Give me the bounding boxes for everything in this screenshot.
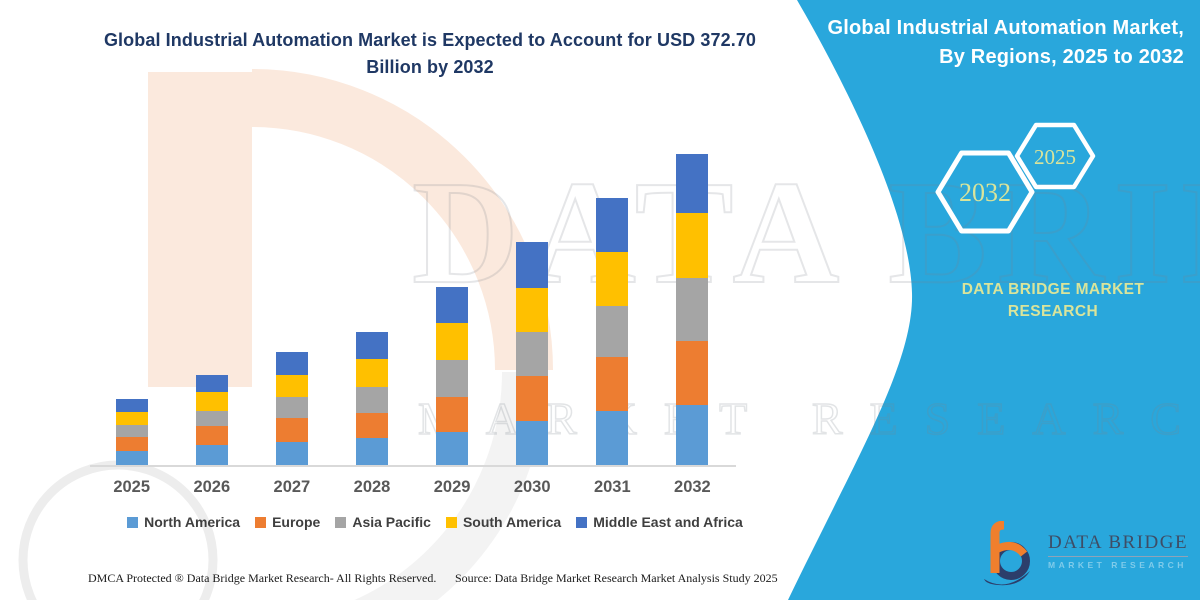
bar-2031-segment-asia-pacific bbox=[596, 305, 629, 357]
bar-2032-segment-north-america bbox=[676, 405, 709, 465]
side-panel-brand-text: DATA BRIDGE MARKET RESEARCH bbox=[961, 281, 1145, 320]
x-axis-label-2028: 2028 bbox=[353, 478, 391, 496]
data-bridge-b-icon bbox=[984, 521, 1030, 586]
bar-2029-segment-asia-pacific bbox=[436, 359, 469, 397]
bar-2026-segment-north-america bbox=[195, 444, 228, 465]
bar-2032-segment-europe bbox=[676, 341, 709, 405]
hexagon-2032-label: 2032 bbox=[959, 178, 1011, 207]
bar-2032-segment-south-america bbox=[676, 213, 709, 279]
bar-2029-segment-south-america bbox=[436, 323, 469, 360]
legend-item-middle-east-and-africa: Middle East and Africa bbox=[576, 514, 743, 530]
bar-2031-segment-middle-east-and-africa bbox=[596, 198, 629, 252]
x-axis-label-2025: 2025 bbox=[113, 478, 151, 496]
legend-label-south-america: South America bbox=[462, 514, 562, 530]
hexagon-2032: 2032 bbox=[935, 150, 1035, 234]
hexagon-year-badges: 2032 2025 bbox=[935, 122, 1096, 234]
bar-2031-segment-europe bbox=[596, 356, 629, 411]
bar-2030-segment-europe bbox=[516, 375, 549, 422]
bar-2027-segment-middle-east-and-africa bbox=[275, 351, 308, 376]
bar-2028-segment-north-america bbox=[356, 437, 388, 465]
legend-swatch-north-america bbox=[127, 516, 139, 528]
legend-item-europe: Europe bbox=[255, 514, 320, 530]
data-bridge-logo: DATA BRIDGE MARKET RESEARCH bbox=[978, 521, 1189, 587]
x-axis-label-2031: 2031 bbox=[593, 478, 631, 496]
bar-2030-segment-asia-pacific bbox=[516, 331, 549, 376]
bar-2029-segment-north-america bbox=[436, 432, 469, 465]
x-axis-label-2029: 2029 bbox=[433, 478, 471, 496]
bar-2031-segment-north-america bbox=[596, 411, 629, 465]
x-axis-label-2026: 2026 bbox=[193, 478, 231, 496]
hexagon-2025-label: 2025 bbox=[1034, 145, 1076, 169]
bar-2029-segment-europe bbox=[436, 396, 469, 433]
bar-2032-segment-middle-east-and-africa bbox=[676, 154, 709, 214]
bar-2030-segment-middle-east-and-africa bbox=[516, 242, 549, 288]
bar-2027-segment-europe bbox=[275, 418, 308, 443]
legend-item-north-america: North America bbox=[127, 514, 240, 530]
bar-2027-segment-asia-pacific bbox=[275, 397, 308, 418]
legend-swatch-south-america bbox=[445, 516, 457, 528]
bar-2030-segment-north-america bbox=[516, 421, 549, 465]
bar-2028-segment-south-america bbox=[356, 359, 388, 387]
bar-2026-segment-middle-east-and-africa bbox=[195, 375, 228, 393]
legend-label-europe: Europe bbox=[272, 514, 321, 530]
legend-swatch-europe bbox=[255, 516, 267, 528]
bar-2029-segment-middle-east-and-africa bbox=[436, 287, 469, 324]
side-panel-title: Global Industrial Automation Market, By … bbox=[827, 17, 1184, 68]
bar-2025-segment-south-america bbox=[115, 411, 148, 426]
x-axis-label-2030: 2030 bbox=[513, 478, 551, 496]
bar-2030-segment-south-america bbox=[516, 288, 549, 332]
legend-swatch-middle-east-and-africa bbox=[576, 516, 588, 528]
x-axis-line bbox=[90, 465, 736, 467]
chart-title: Global Industrial Automation Market is E… bbox=[103, 30, 757, 77]
bar-2028-segment-asia-pacific bbox=[356, 386, 388, 414]
bar-2028-segment-middle-east-and-africa bbox=[356, 332, 388, 359]
legend-label-north-america: North America bbox=[144, 514, 241, 530]
bar-2025-segment-middle-east-and-africa bbox=[115, 399, 148, 412]
bar-2025-segment-north-america bbox=[115, 450, 148, 465]
x-axis-label-2032: 2032 bbox=[674, 478, 711, 496]
bar-2026-segment-asia-pacific bbox=[195, 410, 228, 427]
chart-legend: North America Europe Asia Pacific South Ame… bbox=[90, 514, 780, 530]
bar-2027-segment-north-america bbox=[275, 442, 308, 465]
bar-2026-segment-south-america bbox=[195, 392, 228, 411]
bar-2026-segment-europe bbox=[195, 426, 228, 445]
logo-name-text: DATA BRIDGE bbox=[1048, 532, 1189, 557]
footer-dmca-text: DMCA Protected ® Data Bridge Market Rese… bbox=[88, 571, 437, 585]
legend-label-asia-pacific: Asia Pacific bbox=[352, 514, 431, 530]
bar-2028-segment-europe bbox=[356, 413, 388, 438]
legend-label-middle-east-and-africa: Middle East and Africa bbox=[593, 514, 743, 530]
bar-2027-segment-south-america bbox=[275, 375, 308, 398]
logo-subtitle-text: MARKET RESEARCH bbox=[1048, 560, 1187, 570]
bar-2025-segment-europe bbox=[115, 437, 148, 451]
footer-source-text: Source: Data Bridge Market Research Mark… bbox=[455, 571, 778, 585]
legend-item-asia-pacific: Asia Pacific bbox=[335, 514, 431, 530]
bar-2031-segment-south-america bbox=[596, 251, 629, 306]
bar-2032-segment-asia-pacific bbox=[676, 278, 709, 341]
legend-item-south-america: South America bbox=[445, 514, 562, 530]
bar-2025-segment-asia-pacific bbox=[115, 425, 148, 438]
hexagon-2025: 2025 bbox=[1014, 122, 1096, 190]
x-axis-label-2027: 2027 bbox=[273, 478, 311, 496]
legend-swatch-asia-pacific bbox=[335, 516, 347, 528]
